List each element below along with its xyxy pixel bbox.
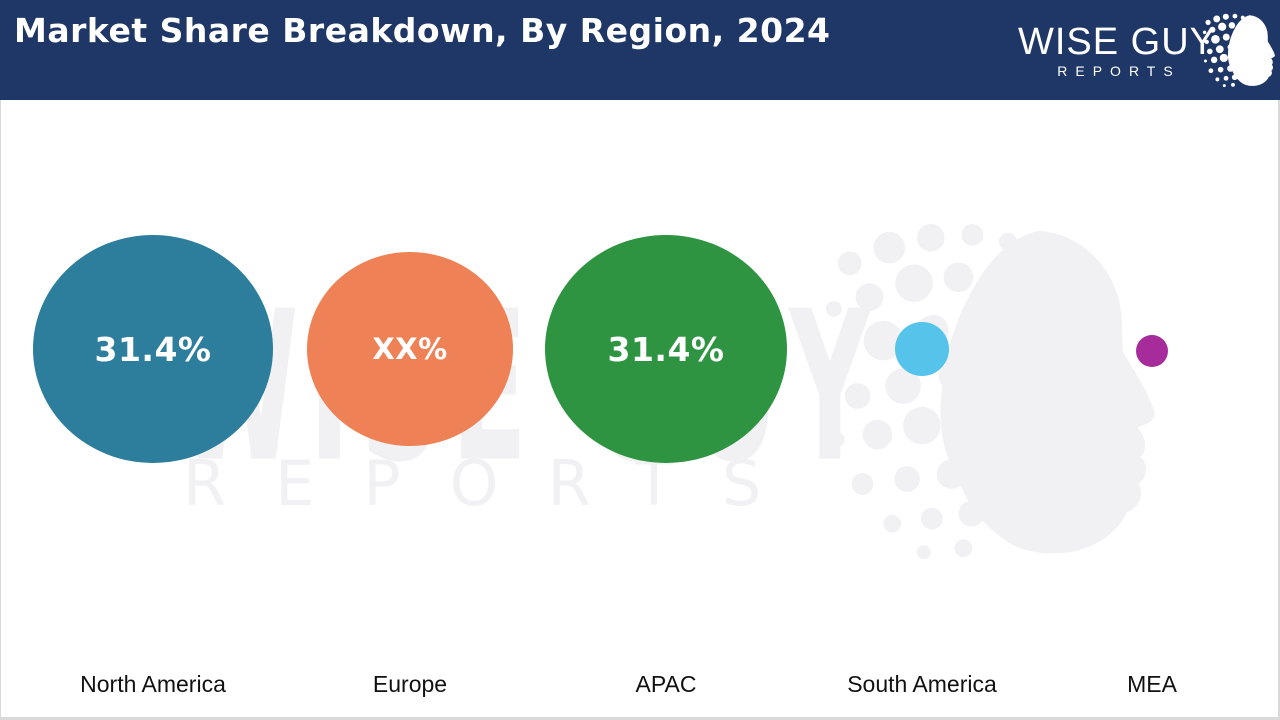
page-title: Market Share Breakdown, By Region, 2024 — [14, 11, 831, 50]
category-label-south-america: South America — [847, 671, 997, 697]
bubble-value-label: XX% — [372, 332, 448, 366]
brand-subtitle: REPORTS — [1057, 62, 1181, 79]
category-label-apac: APAC — [635, 671, 697, 697]
bubble-north-america: 31.4% — [33, 235, 273, 463]
brand-logo-text: WISE GUY REPORTS — [1017, 21, 1216, 79]
bubble-europe: XX% — [307, 252, 513, 446]
bubble-value-label: 31.4% — [607, 329, 725, 369]
brand-name: WISE GUY — [1017, 21, 1216, 64]
watermark-head-icon — [825, 224, 1155, 560]
brand-logo: WISE GUY REPORTS — [1018, 6, 1280, 96]
category-label-mea: MEA — [1127, 671, 1177, 697]
category-label-north-america: North America — [80, 671, 226, 697]
header: Market Share Breakdown, By Region, 2024 … — [0, 0, 1280, 100]
bubble-value-label: 31.4% — [94, 329, 212, 369]
watermark-text-line2: REPORTS — [183, 447, 811, 520]
bubble-mea — [1136, 335, 1168, 367]
category-label-europe: Europe — [372, 671, 448, 697]
bubble-apac: 31.4% — [545, 235, 787, 463]
bubble-south-america — [895, 322, 949, 376]
